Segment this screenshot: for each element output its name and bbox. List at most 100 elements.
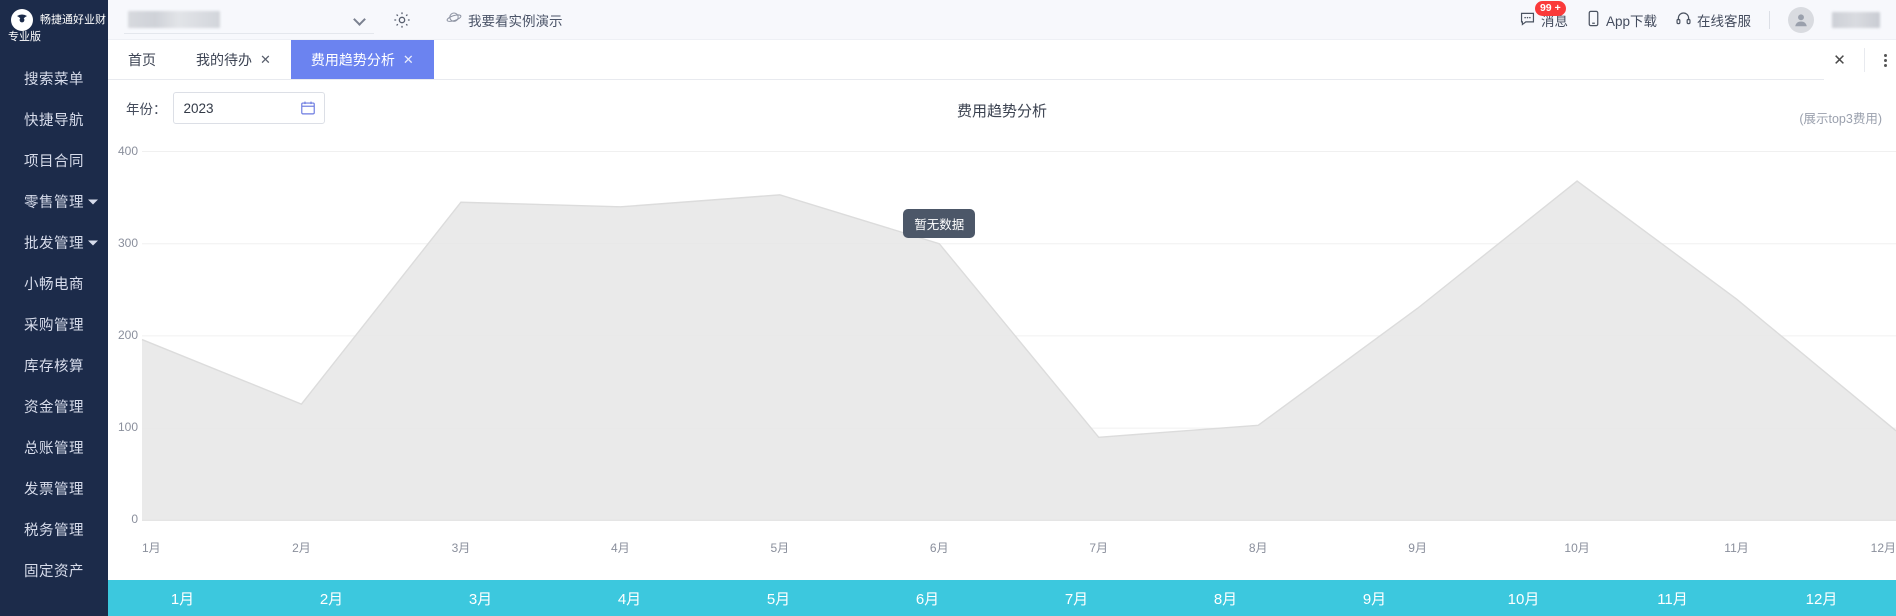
gear-icon[interactable]	[392, 10, 412, 30]
sidebar-item-ledger[interactable]: 总账管理	[0, 427, 108, 468]
tab-my-todo[interactable]: 我的待办 ✕	[176, 40, 291, 79]
month-selector-bar: 1月 2月 3月 4月 5月 6月 7月 8月 9月 10月 11月 12月	[108, 580, 1896, 616]
sidebar-item-fixed-assets[interactable]: 固定资产	[0, 550, 108, 591]
main-area: 我要看实例演示 消息 99 +	[108, 0, 1896, 616]
x-axis-tick-label: 11月	[1724, 541, 1749, 555]
brand-sub: 专业版	[8, 31, 41, 43]
topbar-right: 消息 99 + App下载	[1519, 0, 1896, 40]
y-axis-tick-label: 200	[117, 327, 138, 342]
divider	[1769, 11, 1770, 29]
month-cell-1[interactable]: 1月	[170, 590, 195, 608]
month-cell-6[interactable]: 6月	[915, 590, 940, 608]
month-cell-7[interactable]: 7月	[1064, 590, 1089, 608]
x-axis-tick-label: 2月	[292, 541, 311, 555]
x-axis-tick-label: 10月	[1564, 541, 1590, 555]
mobile-icon	[1586, 10, 1601, 30]
month-cell-10[interactable]: 10月	[1507, 590, 1540, 608]
month-cell-12[interactable]: 12月	[1805, 590, 1838, 608]
month-cell-2[interactable]: 2月	[319, 590, 344, 608]
sidebar-item-ecommerce[interactable]: 小畅电商	[0, 263, 108, 304]
tab-expense-trend-analysis[interactable]: 费用趋势分析 ✕	[290, 40, 434, 79]
sidebar-item-inventory[interactable]: 库存核算	[0, 345, 108, 386]
sidebar-item-label: 小畅电商	[24, 277, 84, 293]
messages-button[interactable]: 消息 99 +	[1519, 1, 1568, 30]
sidebar-item-retail[interactable]: 零售管理	[0, 181, 108, 222]
x-axis-tick-label: 6月	[929, 541, 949, 555]
chevron-down-icon[interactable]	[353, 12, 366, 26]
org-select[interactable]	[124, 6, 374, 34]
online-support-button[interactable]: 在线客服	[1675, 10, 1751, 30]
sidebar-item-label: 发票管理	[24, 482, 84, 498]
tab-label: 首页	[128, 51, 156, 68]
chevron-down-icon	[88, 199, 98, 204]
planet-icon	[446, 10, 462, 29]
y-axis-tick-label: 400	[117, 143, 138, 158]
month-cell-4[interactable]: 4月	[617, 590, 642, 608]
y-axis-tick-label: 0	[131, 512, 138, 527]
tabbar: 首页 我的待办 ✕ 费用趋势分析 ✕ ✕	[108, 40, 1896, 80]
tab-label: 费用趋势分析	[310, 51, 395, 68]
y-axis-tick-label: 100	[117, 420, 138, 435]
demo-link[interactable]: 我要看实例演示	[446, 10, 563, 30]
x-axis-tick-label: 12月	[1870, 541, 1896, 555]
sidebar-item-search[interactable]: 搜索菜单	[0, 58, 108, 99]
month-cell-3[interactable]: 3月	[468, 590, 493, 608]
month-cell-9[interactable]: 9月	[1362, 590, 1387, 608]
sidebar-item-invoice[interactable]: 发票管理	[0, 468, 108, 509]
year-filter-label: 年份：	[126, 102, 167, 117]
year-input[interactable]: 2023	[172, 92, 325, 124]
x-axis-tick-label: 4月	[611, 541, 630, 555]
month-cell-8[interactable]: 8月	[1213, 590, 1238, 608]
topbar: 我要看实例演示 消息 99 +	[108, 0, 1896, 40]
sidebar-item-label: 零售管理	[24, 195, 84, 211]
sidebar: 畅捷通好业财 专业版 搜索菜单 快捷导航 项目合同 零售管理 批发管理 小畅电商	[0, 0, 108, 616]
month-cell-11[interactable]: 11月	[1657, 590, 1688, 608]
demo-link-label: 我要看实例演示	[468, 13, 563, 29]
sidebar-item-label: 资金管理	[24, 400, 84, 416]
message-icon	[1519, 10, 1536, 30]
chart-note: (展示top3费用)	[1799, 112, 1882, 126]
x-axis-tick-label: 5月	[770, 541, 790, 555]
sidebar-item-label: 批发管理	[24, 236, 84, 252]
sidebar-item-wholesale[interactable]: 批发管理	[0, 222, 108, 263]
x-axis-tick-label: 8月	[1248, 541, 1268, 555]
sidebar-item-funds[interactable]: 资金管理	[0, 386, 108, 427]
calendar-icon[interactable]	[300, 100, 316, 121]
x-axis-tick-label: 3月	[451, 541, 471, 555]
username-redacted	[1832, 12, 1880, 28]
month-cell-5[interactable]: 5月	[766, 590, 791, 608]
divider	[1864, 48, 1866, 72]
tabbar-actions: ✕	[1824, 40, 1896, 80]
sidebar-menu: 搜索菜单 快捷导航 项目合同 零售管理 批发管理 小畅电商 采购管理	[0, 40, 108, 591]
sidebar-item-label: 税务管理	[24, 523, 84, 539]
sidebar-item-label: 采购管理	[24, 318, 84, 334]
brand-name: 畅捷通好业财	[40, 14, 106, 26]
sidebar-item-tax[interactable]: 税务管理	[0, 509, 108, 550]
chart-title: 费用趋势分析	[956, 103, 1047, 120]
chart-canvas[interactable]: 暂无数据 0 100 200 300 400 1月 2月 3月 4月 5月 6月 7月 8月 9月 10月 1…	[108, 136, 1896, 558]
more-vertical-icon[interactable]	[1883, 53, 1887, 67]
sidebar-item-project-contract[interactable]: 项目合同	[0, 140, 108, 181]
close-all-tabs-icon[interactable]: ✕	[1833, 52, 1846, 69]
sidebar-item-label: 项目合同	[24, 154, 84, 170]
expense-trend-area-chart[interactable]	[108, 136, 1896, 558]
app-download-button[interactable]: App下载	[1586, 10, 1657, 30]
app-download-label: App下载	[1605, 14, 1657, 29]
sidebar-item-label: 总账管理	[24, 441, 84, 457]
tab-home[interactable]: 首页	[108, 40, 176, 79]
brand: 畅捷通好业财	[0, 0, 108, 40]
tab-label: 我的待办	[196, 51, 252, 68]
sidebar-item-purchase[interactable]: 采购管理	[0, 304, 108, 345]
x-axis-tick-label: 1月	[142, 541, 161, 555]
chart-labels	[108, 136, 1896, 558]
close-icon[interactable]: ✕	[402, 51, 414, 67]
sidebar-item-label: 搜索菜单	[24, 72, 84, 88]
close-icon[interactable]: ✕	[260, 51, 271, 67]
brand-logo-icon	[10, 8, 34, 32]
avatar[interactable]	[1788, 7, 1814, 33]
sidebar-item-quicknav[interactable]: 快捷导航	[0, 99, 108, 140]
headset-icon	[1675, 10, 1692, 30]
org-name-redacted	[128, 10, 220, 28]
chart-panel: 年份： 2023 费用趋势分析 (展示top3费用)	[108, 80, 1896, 616]
